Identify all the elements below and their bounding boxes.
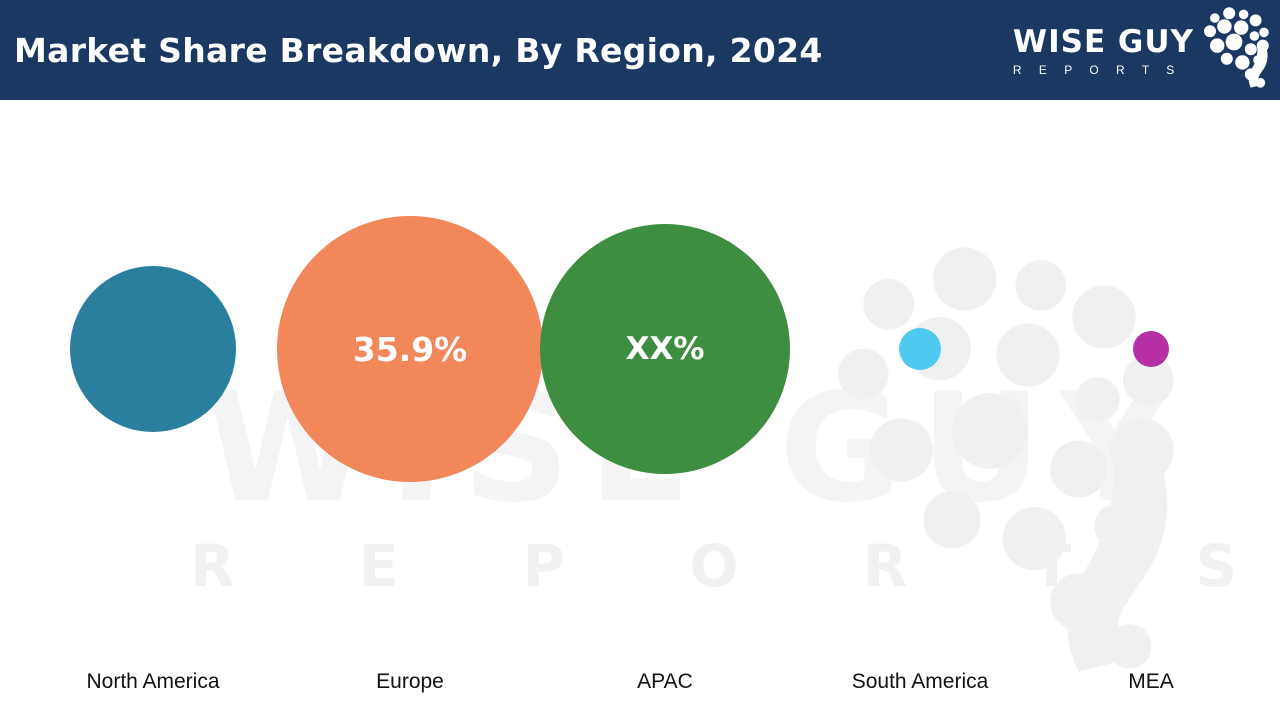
bubble-value-label-apac: XX%	[625, 331, 705, 367]
bubble-apac: XX%	[540, 224, 790, 474]
watermark-head-icon	[800, 220, 1180, 685]
header-bar: Market Share Breakdown, By Region, 2024 …	[0, 0, 1280, 100]
category-label-mea: MEA	[1128, 670, 1174, 693]
logo-text: WISE GUY R E P O R T S	[1013, 24, 1194, 77]
category-label-europe: Europe	[376, 670, 444, 693]
logo-wordmark: WISE GUY	[1012, 23, 1194, 60]
bubble-south-america	[899, 328, 941, 370]
head-dots-icon	[1198, 6, 1270, 95]
bubble-value-label-europe: 35.9%	[352, 329, 468, 369]
category-label-north-america: North America	[86, 670, 220, 693]
category-label-apac: APAC	[637, 670, 693, 693]
watermark-reports-text: R E P O R T S	[190, 532, 1280, 600]
bubble-north-america	[70, 266, 236, 432]
wiseguy-logo: WISE GUY R E P O R T S	[1013, 6, 1270, 95]
page-title: Market Share Breakdown, By Region, 2024	[14, 30, 823, 70]
bubble-mea	[1133, 331, 1169, 367]
bubble-europe: 35.9%	[277, 216, 543, 482]
bubble-chart: WISE GUY R E P O R T S North America35.9…	[0, 100, 1280, 720]
logo-subtitle: R E P O R T S	[1012, 62, 1182, 77]
category-label-south-america: South America	[851, 670, 989, 693]
